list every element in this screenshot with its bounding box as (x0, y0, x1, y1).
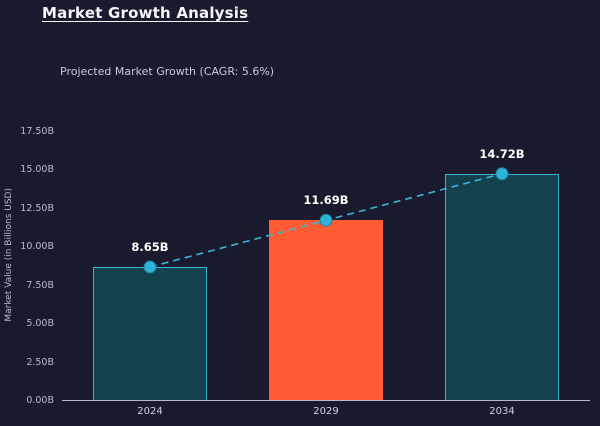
value-label-2024: 8.65B (131, 240, 169, 255)
y-tick-label: 5.00B (26, 318, 54, 330)
bar-2029 (269, 220, 383, 400)
y-tick-label: 17.50B (20, 126, 54, 137)
y-tick-label: 2.50B (26, 356, 54, 368)
x-tick-label-2034: 2034 (489, 406, 515, 417)
y-tick-label: 12.50B (20, 202, 54, 214)
y-tick-label: 0.00B (26, 395, 54, 406)
value-label-2029: 11.69B (303, 193, 349, 208)
y-tick-label: 15.00B (20, 164, 54, 176)
value-label-2034: 14.72B (479, 146, 525, 161)
x-tick-label-2024: 2024 (137, 406, 163, 417)
bar-chart-plot-area: 0.00B 2.50B 5.00B 7.50B 10.00B 12.50B 15.00B 17… (20, 110, 590, 417)
bar-2034 (445, 173, 559, 400)
y-tick-label: 7.50B (26, 279, 54, 291)
chart-subtitle: Projected Market Growth (CAGR: 5.6%) (60, 65, 275, 78)
y-tick-label: 10.00B (20, 241, 54, 253)
x-tick-label-2029: 2029 (313, 406, 339, 417)
bar-2024 (93, 267, 207, 400)
chart-title: Market Growth Analysis (42, 4, 249, 22)
